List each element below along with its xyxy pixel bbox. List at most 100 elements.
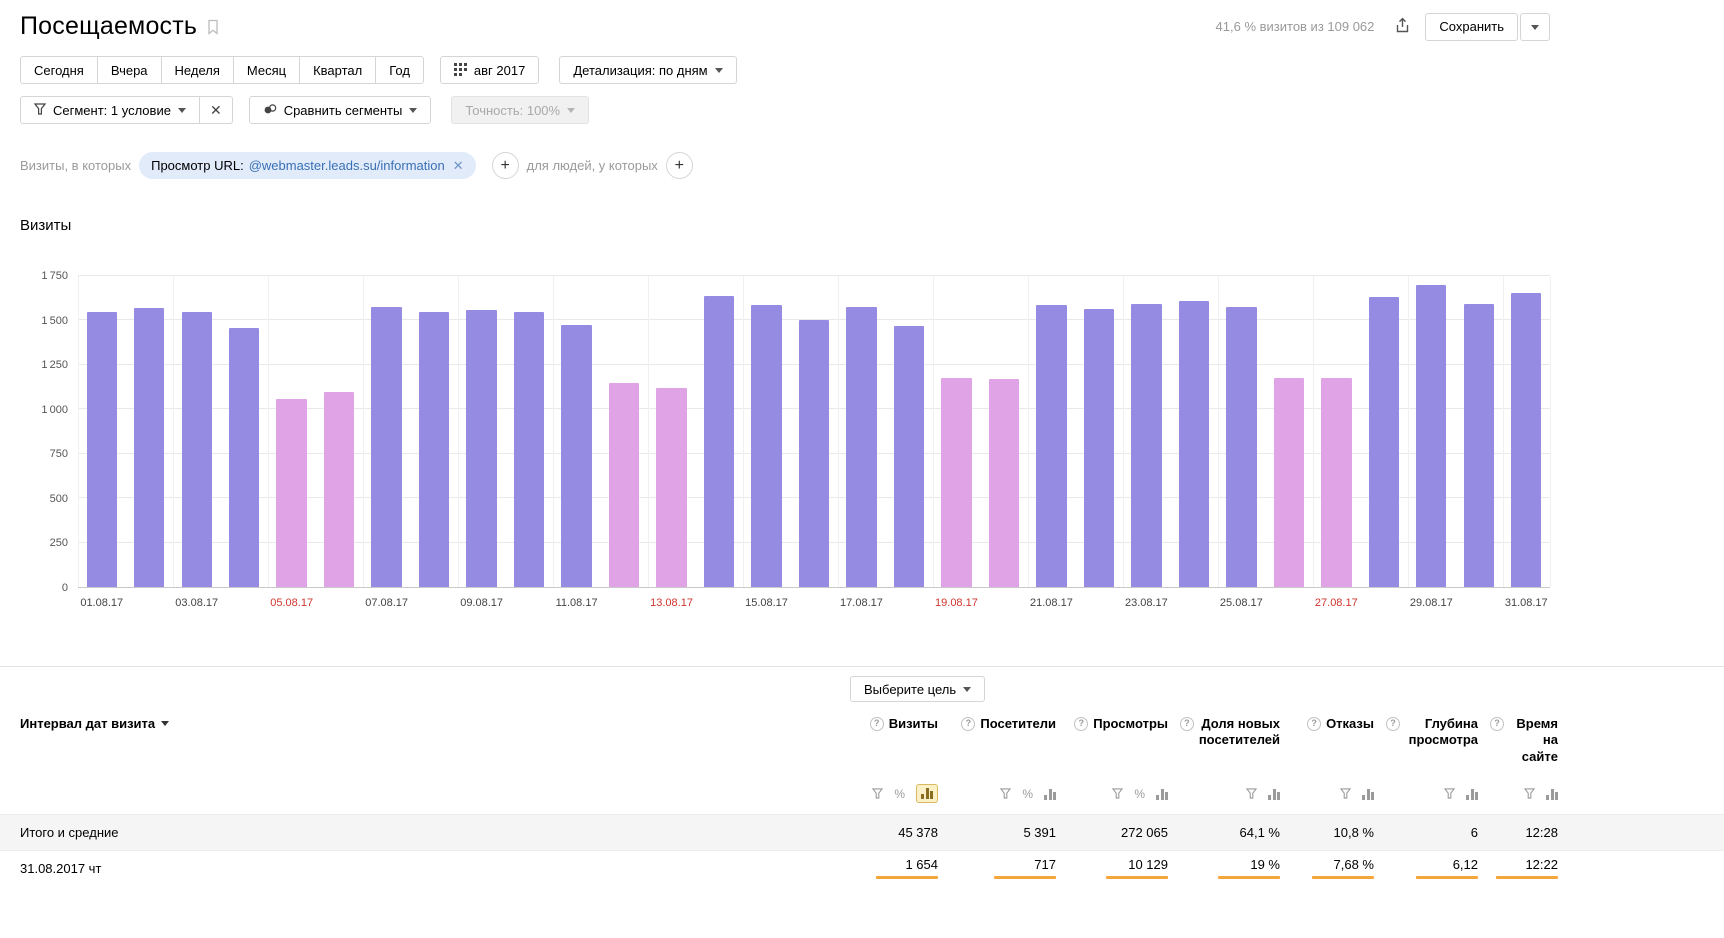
date-range-button[interactable]: авг 2017 <box>439 56 540 84</box>
x-tick-label: 11.08.17 <box>555 597 598 609</box>
filter-icon[interactable] <box>1246 788 1257 799</box>
help-icon[interactable]: ? <box>1307 717 1322 731</box>
help-icon[interactable]: ? <box>1074 717 1089 731</box>
bar-13.08.17[interactable] <box>656 387 687 587</box>
bar-29.08.17[interactable] <box>1416 284 1447 587</box>
remove-filter-icon[interactable]: ✕ <box>452 157 464 173</box>
metric-value-cell: 6 <box>1470 824 1478 840</box>
chart-toggle-icon[interactable] <box>1362 788 1374 800</box>
filter-icon[interactable] <box>872 788 884 799</box>
filter-icon[interactable] <box>1340 788 1351 799</box>
bar-01.08.17[interactable] <box>86 311 117 587</box>
select-goal-dropdown[interactable]: Выберите цель <box>850 676 986 702</box>
help-icon[interactable]: ? <box>1490 717 1504 731</box>
bar-08.08.17[interactable] <box>418 312 450 587</box>
period-button-1[interactable]: Сегодня <box>20 56 98 84</box>
percent-toggle-icon[interactable]: % <box>1022 786 1033 801</box>
dimension-header[interactable]: Интервал дат визита <box>0 716 850 731</box>
chart-toggle-icon[interactable] <box>1044 788 1056 800</box>
bar-slot <box>1313 276 1360 587</box>
column-header[interactable]: ? Визиты <box>850 716 950 765</box>
bar-07.08.17[interactable] <box>371 307 402 587</box>
help-icon[interactable]: ? <box>1386 717 1400 731</box>
segment-dropdown[interactable]: Сегмент: 1 условие <box>20 96 200 124</box>
detail-dropdown[interactable]: Детализация: по дням <box>559 56 737 84</box>
filter-icon[interactable] <box>1000 788 1012 799</box>
bar-slot <box>1503 276 1550 587</box>
chart-toggle-icon[interactable] <box>1156 788 1168 800</box>
help-icon[interactable]: ? <box>869 717 884 731</box>
bar-06.08.17[interactable] <box>323 391 355 587</box>
compare-segments-button[interactable]: Сравнить сегменты <box>248 96 432 124</box>
column-header[interactable]: ? Время на сайте <box>1490 716 1570 765</box>
bar-21.08.17[interactable] <box>1036 305 1067 587</box>
metric-value-cell: 717 <box>950 857 1068 880</box>
export-button[interactable] <box>1390 13 1415 41</box>
bar-27.08.17[interactable] <box>1321 378 1352 587</box>
x-tick-label: 29.08.17 <box>1409 597 1453 609</box>
column-header-label: Время на сайте <box>1516 716 1558 764</box>
bar-31.08.17[interactable] <box>1511 293 1542 587</box>
bar-24.08.17[interactable] <box>1178 300 1210 587</box>
bar-22.08.17[interactable] <box>1083 308 1115 587</box>
period-button-3[interactable]: Неделя <box>160 56 234 84</box>
metric-value-cell: 12:28 <box>1525 824 1558 840</box>
visits-share-stat: 41,6 % визитов из 109 062 <box>1215 19 1375 34</box>
bookmark-icon[interactable] <box>207 19 219 38</box>
bar-09.08.17[interactable] <box>466 309 497 587</box>
bar-03.08.17[interactable] <box>181 312 212 587</box>
bar-14.08.17[interactable] <box>703 296 735 587</box>
bar-25.08.17[interactable] <box>1226 307 1257 587</box>
chip-value[interactable]: @webmaster.leads.su/information <box>248 158 445 173</box>
help-icon[interactable]: ? <box>1179 717 1194 731</box>
column-header[interactable]: ? Просмотры <box>1068 716 1180 765</box>
add-visit-condition-button[interactable]: + <box>491 152 519 179</box>
bar-04.08.17[interactable] <box>229 328 260 587</box>
column-header[interactable]: ? Доля новых посетителей <box>1179 716 1292 765</box>
filter-icon[interactable] <box>1112 788 1124 799</box>
percent-toggle-icon[interactable]: % <box>894 786 905 801</box>
save-menu-button[interactable] <box>1520 12 1550 41</box>
cell-value-bar <box>1218 876 1280 880</box>
bar-02.08.17[interactable] <box>134 308 165 587</box>
chart-toggle-icon[interactable] <box>916 784 938 804</box>
filter-icon[interactable] <box>1524 788 1535 799</box>
add-people-condition-button[interactable]: + <box>665 152 693 179</box>
column-header[interactable]: ? Глубина просмотра <box>1386 716 1490 765</box>
cell-value-bar <box>994 876 1056 880</box>
save-button[interactable]: Сохранить <box>1425 12 1518 41</box>
column-header[interactable]: ? Отказы <box>1292 716 1386 765</box>
period-button-2[interactable]: Вчера <box>96 56 162 84</box>
bar-19.08.17[interactable] <box>941 378 972 587</box>
column-tools-row: %%% <box>0 783 1724 814</box>
filter-icon[interactable] <box>1444 788 1455 799</box>
chart-toggle-icon[interactable] <box>1546 788 1558 800</box>
url-filter-chip[interactable]: Просмотр URL: @webmaster.leads.su/inform… <box>139 152 476 179</box>
bar-16.08.17[interactable] <box>798 319 830 587</box>
bar-05.08.17[interactable] <box>276 398 307 587</box>
bar-10.08.17[interactable] <box>513 311 545 587</box>
chart-toggle-icon[interactable] <box>1268 788 1280 800</box>
help-icon[interactable]: ? <box>961 717 976 731</box>
y-tick-label: 1 500 <box>41 314 68 327</box>
column-tools: % <box>850 783 950 805</box>
bar-12.08.17[interactable] <box>608 382 640 587</box>
bar-slot <box>1075 276 1122 587</box>
period-button-5[interactable]: Квартал <box>299 56 377 84</box>
period-button-4[interactable]: Месяц <box>232 56 301 84</box>
chart-toggle-icon[interactable] <box>1466 788 1478 800</box>
column-header[interactable]: ? Посетители <box>950 716 1068 765</box>
percent-toggle-icon[interactable]: % <box>1134 786 1145 801</box>
period-button-6[interactable]: Год <box>375 56 424 84</box>
bar-17.08.17[interactable] <box>846 307 877 587</box>
bar-28.08.17[interactable] <box>1368 297 1399 587</box>
bar-23.08.17[interactable] <box>1131 304 1162 587</box>
bar-30.08.17[interactable] <box>1463 304 1494 587</box>
bar-26.08.17[interactable] <box>1273 378 1305 587</box>
segment-clear-button[interactable]: ✕ <box>198 96 233 124</box>
bar-11.08.17[interactable] <box>561 324 592 587</box>
bar-18.08.17[interactable] <box>893 325 925 587</box>
bar-20.08.17[interactable] <box>988 379 1020 587</box>
table-header-row: Интервал дат визита ? Визиты? Посетители? П… <box>0 716 1724 765</box>
bar-15.08.17[interactable] <box>751 305 782 587</box>
